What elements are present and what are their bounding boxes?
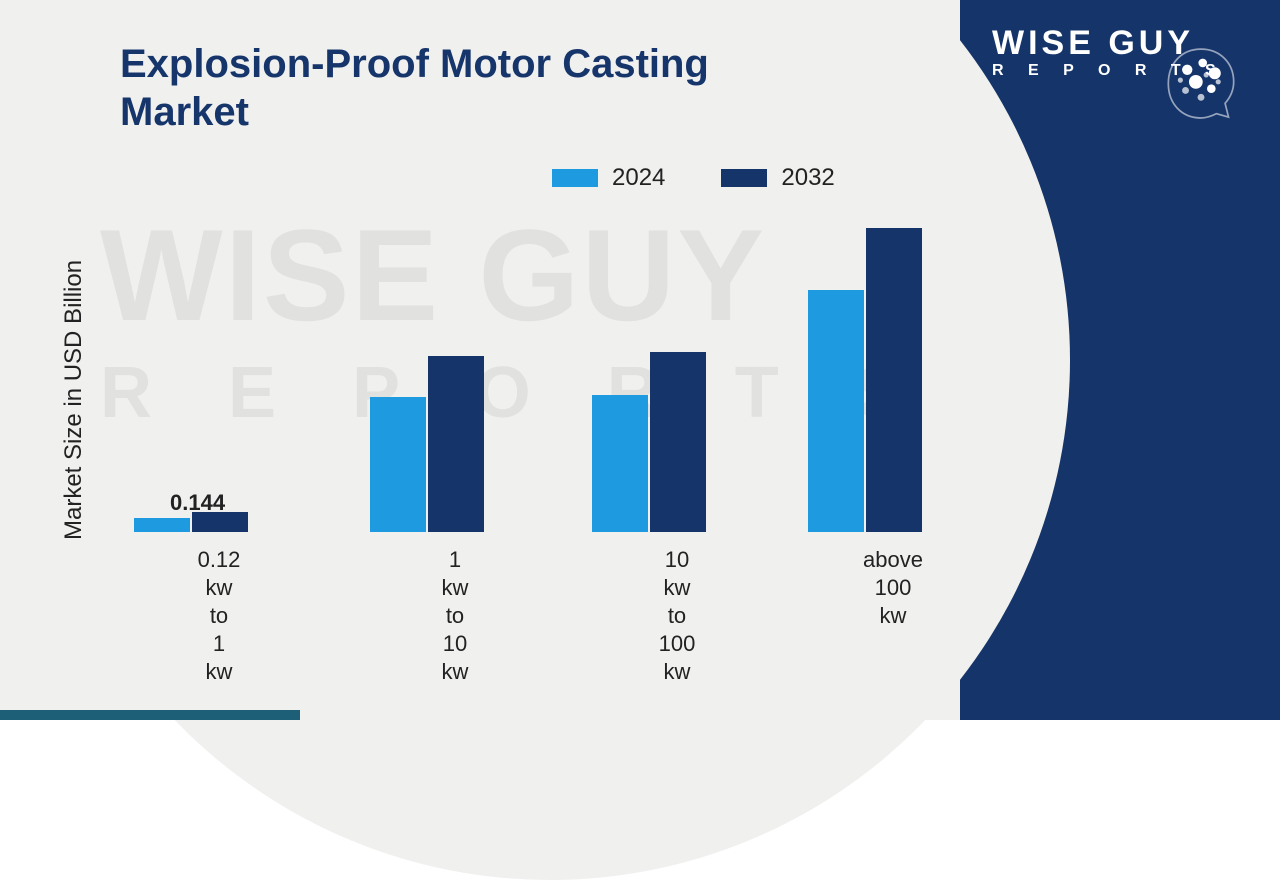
bar-chart	[120, 200, 980, 532]
category-label: 1kwto10kw	[370, 546, 540, 686]
value-label: 0.144	[170, 490, 225, 516]
bar	[134, 518, 190, 532]
bar	[866, 228, 922, 532]
legend-item: 2024	[552, 164, 665, 192]
bar	[428, 356, 484, 532]
y-axis-label: Market Size in USD Billion	[60, 260, 88, 540]
legend: 2024 2032	[552, 164, 835, 192]
category-label: 10kwto100kw	[592, 546, 762, 686]
legend-label: 2032	[781, 164, 834, 192]
page-title: Explosion-Proof Motor Casting Market	[120, 40, 760, 136]
decorative-bottom-bar	[0, 710, 300, 720]
category-label: 0.12kwto1kw	[134, 546, 304, 686]
legend-swatch	[552, 169, 598, 187]
bar	[370, 397, 426, 532]
bar	[808, 290, 864, 532]
bar	[592, 395, 648, 532]
legend-swatch	[721, 169, 767, 187]
legend-item: 2032	[721, 164, 834, 192]
category-label: above100kw	[808, 546, 978, 630]
legend-label: 2024	[612, 164, 665, 192]
bar	[650, 352, 706, 532]
brand-logo: WISE GUY R E P O R T S	[992, 26, 1256, 80]
brand-head-icon	[1158, 44, 1244, 130]
infographic-stage: WISE GUY R E P O R T S Explosion-Proof M…	[0, 0, 1280, 720]
